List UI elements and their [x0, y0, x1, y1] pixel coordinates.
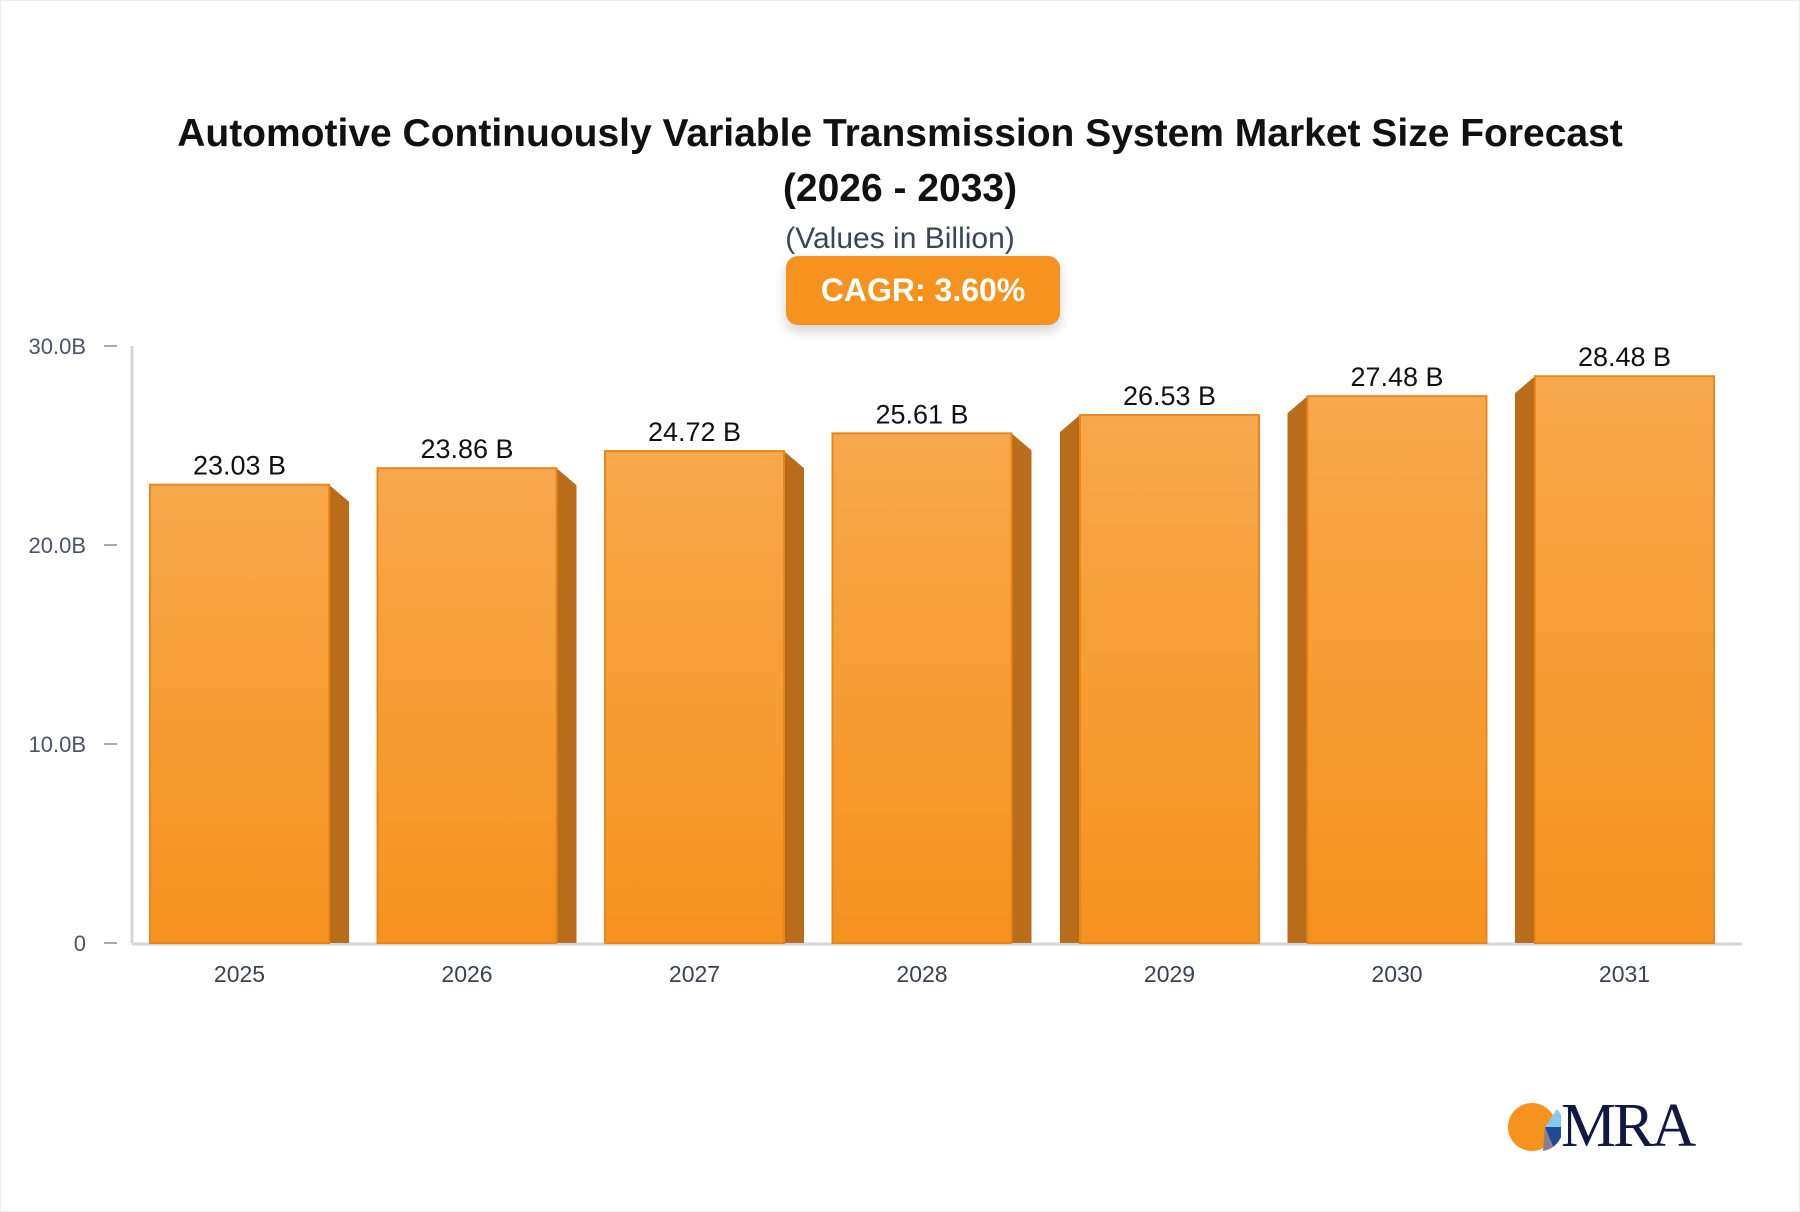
bar	[604, 450, 785, 944]
bar-side	[784, 451, 804, 943]
bar-side	[1515, 376, 1535, 943]
bar	[1079, 414, 1260, 945]
data-label: 24.72 B	[648, 417, 741, 447]
bar-side	[1060, 415, 1080, 944]
pie-logo-icon	[1508, 1103, 1561, 1151]
x-tick-label: 2028	[896, 961, 947, 987]
y-tick-label: 20.0B	[29, 533, 87, 558]
bar	[149, 483, 330, 944]
bar	[831, 432, 1013, 944]
data-label: 27.48 B	[1350, 362, 1443, 392]
data-label: 23.03 B	[193, 451, 286, 481]
chart-title-line2: (2026 - 2033)	[782, 167, 1018, 210]
data-label: 26.53 B	[1123, 381, 1216, 411]
data-label: 25.61 B	[875, 399, 968, 429]
cagr-badge: CAGR: 3.60%	[786, 256, 1060, 325]
chart-title-line1: Automotive Continuously Variable Transmi…	[177, 112, 1623, 155]
bar-side	[556, 468, 577, 943]
chart-subtitle: (Values in Billion)	[785, 222, 1015, 255]
bar	[376, 467, 558, 944]
x-tick-label: 2026	[441, 961, 492, 987]
bar-side	[1287, 396, 1308, 943]
x-tick-label: 2031	[1599, 961, 1650, 987]
bar-side	[1011, 433, 1032, 943]
x-tick-label: 2025	[214, 961, 265, 987]
y-tick-label: 30.0B	[29, 334, 87, 359]
mra-logo: MRA	[1505, 1092, 1696, 1160]
y-tick-label: 0	[74, 931, 86, 956]
bar	[1306, 395, 1488, 944]
x-tick-label: 2027	[669, 961, 720, 987]
logo-text: MRA	[1561, 1092, 1696, 1160]
data-label: 28.48 B	[1578, 342, 1671, 372]
bar	[1534, 375, 1715, 944]
y-tick-label: 10.0B	[29, 732, 87, 757]
bar-side	[329, 484, 349, 943]
x-tick-label: 2030	[1371, 961, 1422, 987]
data-label: 23.86 B	[420, 434, 513, 464]
x-tick-label: 2029	[1144, 961, 1195, 987]
